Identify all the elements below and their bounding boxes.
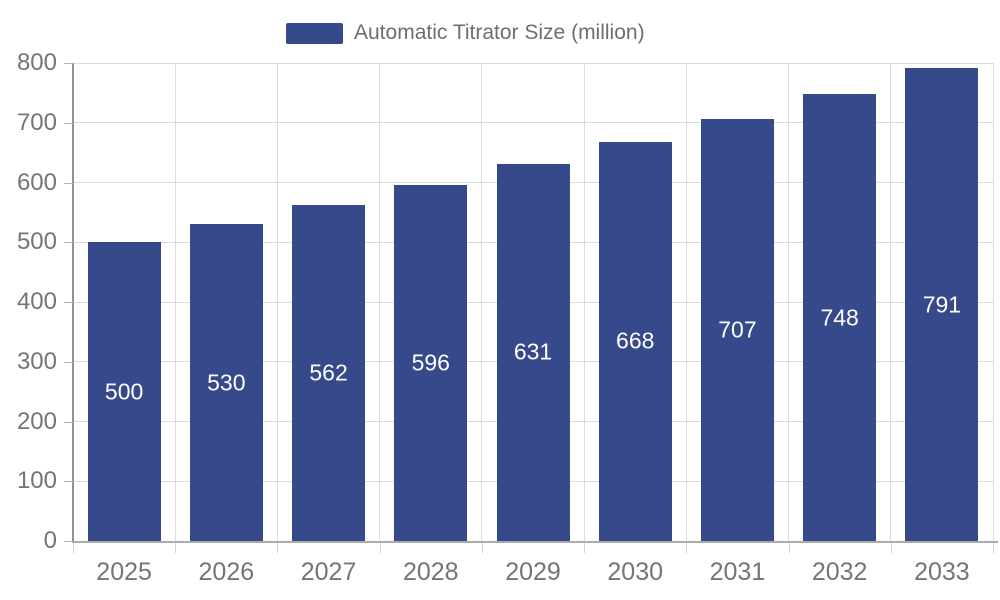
gridline-vertical [992, 63, 994, 541]
y-tick [64, 182, 73, 184]
x-tick [584, 543, 586, 553]
y-tick-label: 200 [16, 407, 57, 435]
y-tick-label: 400 [16, 288, 57, 315]
y-tick-label: 700 [16, 108, 57, 136]
gridline-vertical [788, 63, 790, 541]
x-axis-line [72, 541, 998, 543]
y-tick [64, 361, 73, 363]
y-tick-label: 500 [16, 228, 57, 256]
y-tick [64, 421, 73, 423]
y-tick-label: 100 [16, 467, 57, 495]
x-tick [481, 543, 483, 553]
x-tick [175, 543, 177, 553]
gridline-horizontal [73, 122, 993, 124]
x-tick-label-2031: 2031 [709, 558, 766, 586]
bar-value-label: 707 [718, 316, 757, 343]
legend[interactable]: Automatic Titrator Size (million) [286, 20, 645, 46]
gridline-vertical [379, 63, 381, 541]
gridline-vertical [583, 63, 585, 541]
bar-value-label: 631 [513, 338, 553, 365]
bar-2027[interactable]: 562 [292, 205, 366, 541]
x-tick-label-2030: 2030 [607, 558, 664, 586]
bar-2028[interactable]: 596 [394, 184, 468, 541]
legend-label: Automatic Titrator Size (million) [354, 21, 645, 44]
bar-2032[interactable]: 748 [803, 94, 877, 541]
x-tick-label-2027: 2027 [300, 558, 357, 586]
bar-2026[interactable]: 530 [189, 224, 263, 541]
y-tick-label: 0 [43, 527, 57, 554]
x-tick-label-2026: 2026 [198, 558, 255, 586]
gridline-vertical [481, 63, 483, 541]
gridline-vertical [276, 63, 278, 541]
y-axis-line [72, 63, 74, 541]
bar-value-label: 530 [207, 369, 246, 396]
bar-2025[interactable]: 500 [87, 242, 161, 541]
bar-2029[interactable]: 631 [496, 163, 570, 541]
gridline-vertical [685, 63, 687, 541]
y-tick [64, 481, 73, 483]
bar-value-label: 562 [309, 359, 348, 386]
x-tick-label-2028: 2028 [402, 558, 459, 586]
x-tick-label-2033: 2033 [914, 558, 970, 586]
x-tick [73, 543, 74, 553]
y-tick [64, 302, 73, 303]
x-tick-label-2032: 2032 [811, 558, 868, 586]
x-tick [686, 543, 688, 553]
y-tick [64, 122, 73, 124]
y-tick-label: 800 [16, 49, 57, 76]
bar-2033[interactable]: 791 [905, 68, 979, 541]
x-tick [993, 543, 994, 553]
bar-value-label: 596 [411, 349, 450, 376]
gridline-horizontal [73, 62, 993, 64]
y-tick [64, 541, 73, 542]
bar-2031[interactable]: 707 [700, 118, 774, 541]
x-tick-label-2025: 2025 [96, 558, 152, 586]
bar-value-label: 791 [922, 291, 962, 318]
bar-value-label: 668 [616, 327, 655, 354]
x-tick [379, 543, 381, 553]
x-tick-label-2029: 2029 [505, 558, 561, 586]
bar-value-label: 748 [820, 304, 859, 331]
x-tick [788, 543, 790, 553]
bar-2030[interactable]: 668 [598, 141, 672, 541]
bar-value-label: 500 [104, 378, 144, 405]
y-tick [64, 63, 73, 64]
legend-swatch [286, 22, 343, 44]
x-tick [277, 543, 279, 553]
y-tick-label: 300 [16, 347, 57, 375]
gridline-vertical [174, 63, 176, 541]
x-tick [890, 543, 892, 553]
y-tick-label: 600 [16, 168, 57, 196]
y-tick [64, 242, 73, 244]
gridline-vertical [890, 63, 892, 541]
